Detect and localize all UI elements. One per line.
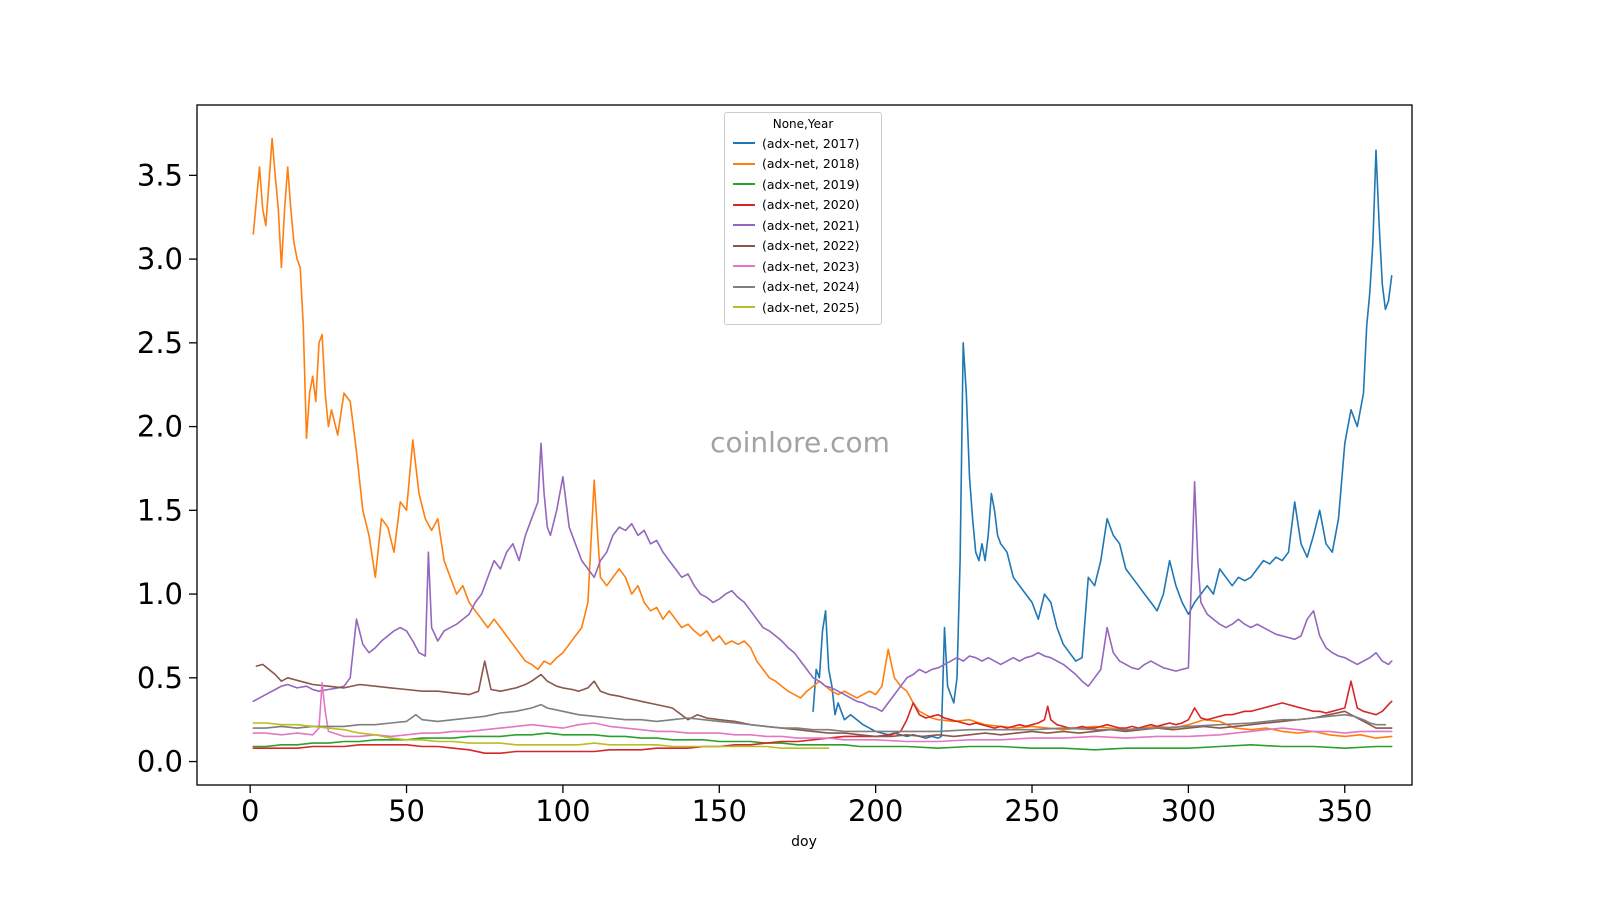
x-axis-label: doy — [791, 834, 817, 850]
y-tick-label: 3.0 — [137, 242, 183, 276]
legend-item: (adx-net, 2021) — [733, 215, 873, 236]
x-tick-label: 100 — [535, 794, 590, 828]
y-tick-label: 0.0 — [137, 745, 183, 779]
legend-line-swatch-2020 — [733, 203, 755, 206]
legend-label: (adx-net, 2022) — [762, 238, 860, 254]
legend-line-swatch-2022 — [733, 244, 755, 247]
legend-item: (adx-net, 2024) — [733, 277, 873, 298]
series-line-(adx-net, 2017) — [812, 149, 1393, 739]
x-tick-label: 150 — [692, 794, 747, 828]
legend-line-swatch-2021 — [733, 224, 755, 227]
x-tick-label: 350 — [1317, 794, 1372, 828]
legend-line-swatch-2019 — [733, 183, 755, 186]
series-line-(adx-net, 2025) — [252, 722, 830, 750]
x-tick-label: 0 — [241, 794, 259, 828]
x-tick-label: 200 — [848, 794, 903, 828]
legend-label: (adx-net, 2023) — [762, 258, 860, 274]
legend-item: (adx-net, 2025) — [733, 297, 873, 318]
plot-border — [196, 104, 1413, 786]
series-line-(adx-net, 2024) — [252, 703, 1387, 733]
legend-line-swatch-2024 — [733, 285, 755, 288]
y-tick-label: 1.0 — [137, 577, 183, 611]
y-tick-label: 2.5 — [137, 326, 183, 360]
x-tick-label: 50 — [388, 794, 425, 828]
legend-item: (adx-net, 2018) — [733, 154, 873, 175]
legend-label: (adx-net, 2018) — [762, 156, 860, 172]
legend-label: (adx-net, 2020) — [762, 197, 860, 213]
y-tick-label: 2.0 — [137, 410, 183, 444]
y-tick-label: 0.5 — [137, 661, 183, 695]
series-line-(adx-net, 2019) — [252, 732, 1393, 751]
legend-label: (adx-net, 2021) — [762, 217, 860, 233]
watermark: coinlore.com — [710, 426, 890, 459]
y-tick-label: 3.5 — [137, 158, 183, 192]
legend-line-swatch-2017 — [733, 142, 755, 145]
series-line-(adx-net, 2020) — [252, 680, 1393, 755]
series-line-(adx-net, 2021) — [252, 442, 1393, 713]
x-tick-label: 300 — [1161, 794, 1216, 828]
series-line-(adx-net, 2022) — [255, 660, 1393, 738]
legend-item: (adx-net, 2020) — [733, 195, 873, 216]
legend-line-swatch-2023 — [733, 265, 755, 268]
legend-line-swatch-2018 — [733, 162, 755, 165]
legend: None,Year (adx-net, 2017) (adx-net, 2018… — [724, 112, 882, 325]
legend-item: (adx-net, 2017) — [733, 133, 873, 154]
legend-title: None,Year — [772, 117, 834, 131]
legend-item: (adx-net, 2022) — [733, 236, 873, 257]
x-tick-label: 250 — [1004, 794, 1059, 828]
legend-item: (adx-net, 2019) — [733, 174, 873, 195]
legend-label: (adx-net, 2024) — [762, 279, 860, 295]
legend-line-swatch-2025 — [733, 306, 755, 309]
legend-item: (adx-net, 2023) — [733, 256, 873, 277]
legend-label: (adx-net, 2025) — [762, 299, 860, 315]
legend-label: (adx-net, 2017) — [762, 135, 860, 151]
y-tick-label: 1.5 — [137, 493, 183, 527]
legend-label: (adx-net, 2019) — [762, 176, 860, 192]
